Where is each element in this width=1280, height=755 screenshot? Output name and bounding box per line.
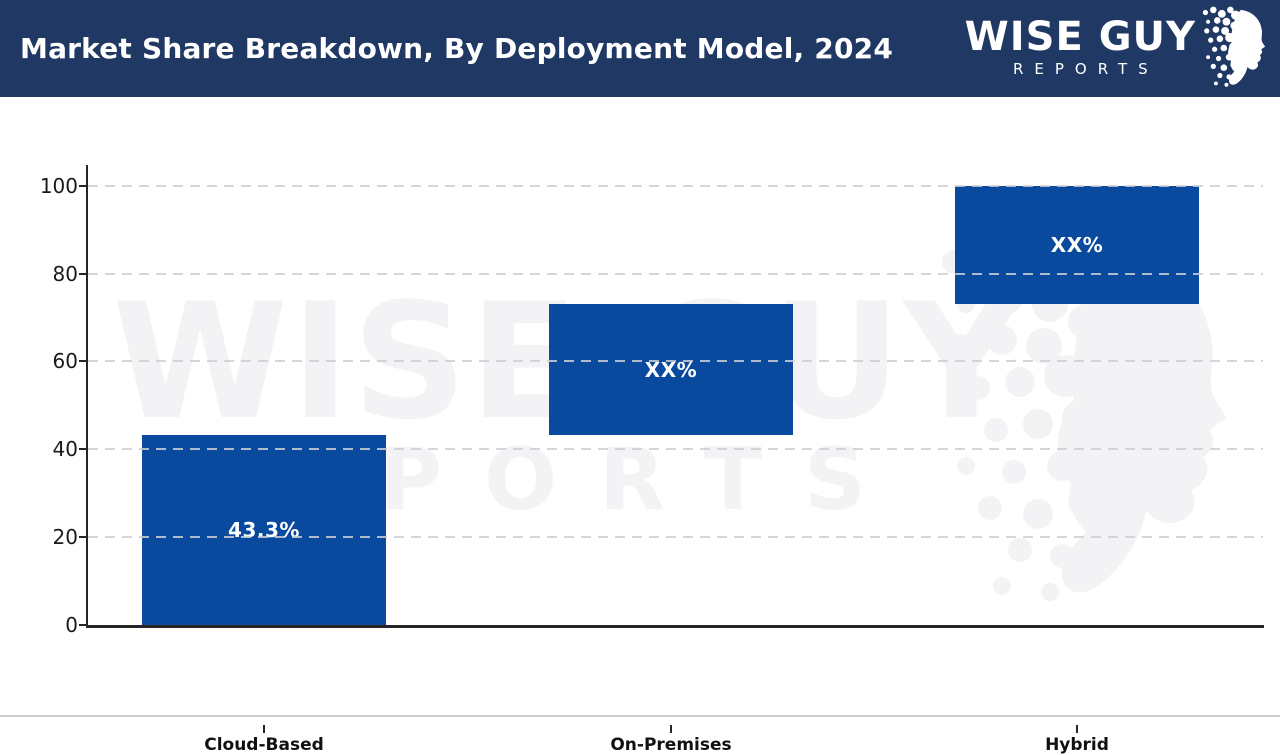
y-axis-line [86, 165, 88, 627]
gridline-y-20 [88, 536, 1263, 539]
x-tick-mark-cloud-based [263, 725, 265, 733]
logo-wordmark: WISE GUY [964, 14, 1196, 60]
bottom-border-line [0, 715, 1280, 717]
y-tick-mark-0 [79, 624, 87, 626]
x-tick-mark-hybrid [1076, 725, 1078, 733]
y-tick-label: 20 [52, 525, 78, 550]
y-tick-label: 80 [52, 261, 78, 286]
x-axis-label-cloud-based: Cloud-Based [204, 735, 324, 755]
header-bar: Market Share Breakdown, By Deployment Mo… [0, 0, 1280, 97]
bar-cloud-based: 43.3% [142, 434, 386, 625]
y-tick-label: 0 [65, 613, 78, 637]
gridline-y-100 [88, 184, 1263, 187]
y-tick-mark-20 [79, 536, 87, 539]
x-axis-label-hybrid: Hybrid [1045, 735, 1109, 755]
wise-guy-reports-logo: WISE GUY REPORTS [965, 6, 1266, 88]
y-tick-label: 60 [52, 349, 78, 374]
bar-on-premises: XX% [549, 304, 793, 435]
x-axis-line [86, 625, 1264, 628]
logo-reports-text: REPORTS [1012, 60, 1159, 78]
y-tick-mark-100 [79, 184, 87, 187]
x-axis-label-on-premises: On-Premises [610, 735, 732, 755]
y-tick-mark-40 [79, 448, 87, 451]
gridline-y-80 [88, 272, 1263, 275]
chart-plot-area: 0 20 40 60 80 100 43.3% Cloud-Based XX% On-Premis… [0, 97, 1280, 755]
y-tick-mark-80 [79, 272, 87, 275]
gridline-y-60 [88, 360, 1263, 363]
y-tick-label: 40 [52, 437, 78, 462]
y-tick-mark-60 [79, 360, 87, 363]
y-tick-label: 100 [39, 173, 78, 198]
chart-title: Market Share Breakdown, By Deployment Mo… [20, 32, 894, 65]
logo-text: WISE GUY REPORTS [965, 16, 1196, 78]
bar-value-label-hybrid: XX% [1050, 232, 1104, 257]
logo-dotted-head-icon [1202, 6, 1266, 87]
bar-value-label-cloud-based: 43.3% [228, 517, 300, 542]
x-tick-mark-on-premises [670, 725, 672, 733]
gridline-y-40 [88, 448, 1263, 451]
bar-hybrid: XX% [955, 185, 1199, 305]
